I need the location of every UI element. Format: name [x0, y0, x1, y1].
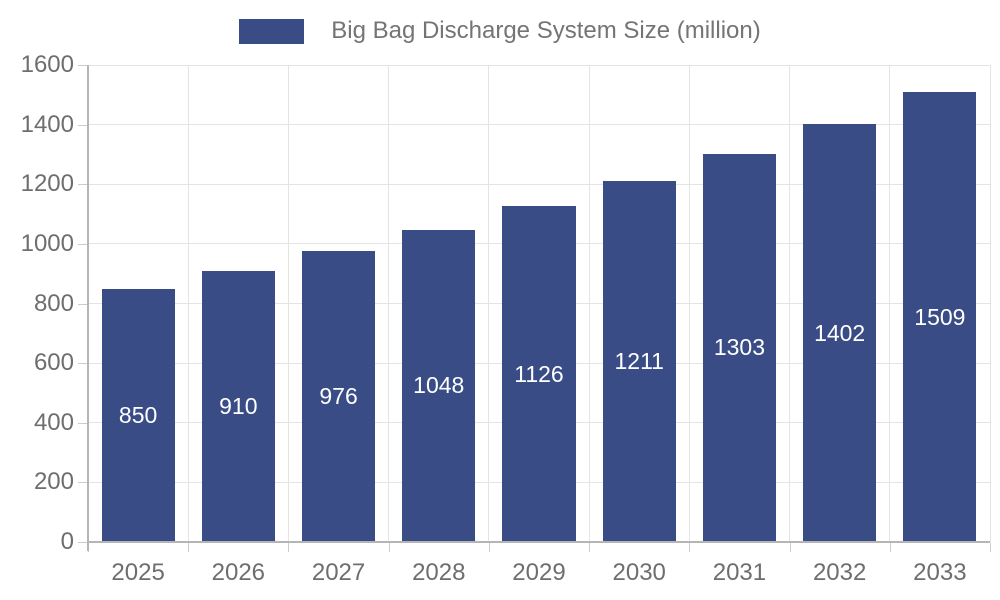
x-axis-tick: [889, 543, 891, 552]
v-gridline: [789, 65, 791, 542]
x-axis-tick: [689, 543, 691, 552]
y-axis-tick: [78, 363, 88, 365]
bar-value-label: 1402: [814, 319, 866, 346]
x-axis-tick: [488, 543, 490, 552]
y-axis-tick-label: 200: [33, 468, 74, 496]
y-axis-tick-label: 1400: [20, 110, 74, 138]
x-axis-tick: [789, 543, 791, 552]
v-gridline: [287, 65, 289, 542]
x-axis-tick: [288, 543, 290, 552]
bar-2032[interactable]: 1402: [803, 124, 877, 542]
bar-2026[interactable]: 910: [201, 270, 275, 542]
bar-2029[interactable]: 1126: [502, 206, 576, 542]
y-axis-tick-label: 1600: [20, 51, 74, 78]
bar-2030[interactable]: 1211: [602, 180, 676, 542]
y-axis-tick-label: 600: [33, 349, 74, 377]
x-axis-tick-label: 2026: [211, 559, 266, 586]
h-gridline: [88, 64, 990, 66]
v-gridline: [588, 65, 590, 542]
bar-value-label: 1126: [514, 360, 564, 387]
y-axis-tick: [78, 124, 88, 126]
h-gridline: [88, 124, 990, 126]
x-axis-tick-label: 2031: [712, 559, 767, 586]
v-gridline: [488, 65, 490, 542]
legend-swatch-icon: [239, 18, 305, 44]
x-axis-tick-label: 2032: [812, 559, 867, 586]
bar-value-label: 910: [219, 392, 258, 419]
y-axis-tick-label: 0: [60, 528, 74, 555]
bar-value-label: 976: [319, 383, 358, 410]
bar-2025[interactable]: 850: [101, 288, 175, 542]
y-axis-tick: [78, 542, 88, 543]
bar-value-label: 850: [118, 401, 158, 428]
bar-2031[interactable]: 1303: [702, 153, 777, 542]
x-axis-tick-label: 2033: [913, 559, 967, 586]
v-gridline: [889, 65, 891, 542]
y-axis-tick: [78, 303, 88, 305]
bar-2028[interactable]: 1048: [402, 229, 476, 542]
bar-value-label: 1048: [413, 372, 465, 399]
x-axis-tick-label: 2030: [612, 559, 666, 586]
x-axis-tick: [990, 543, 991, 552]
bar-value-label: 1303: [713, 334, 766, 361]
x-axis-tick-label: 2028: [412, 559, 466, 586]
y-axis-tick-label: 1200: [20, 170, 74, 198]
y-axis-tick: [78, 482, 88, 484]
x-axis-tick-label: 2027: [311, 559, 366, 586]
x-axis-tick: [388, 543, 390, 552]
x-axis-tick-label: 2029: [512, 559, 566, 586]
v-gridline: [989, 65, 991, 542]
y-axis-tick: [78, 422, 88, 424]
x-axis-line: [87, 541, 990, 543]
y-axis-tick: [78, 65, 88, 66]
legend[interactable]: Big Bag Discharge System Size (million): [0, 12, 1000, 50]
h-gridline: [88, 183, 990, 185]
x-axis-tick: [188, 543, 190, 552]
v-gridline: [187, 65, 189, 542]
y-axis-tick-label: 800: [33, 289, 74, 317]
v-gridline: [388, 65, 390, 542]
y-axis-tick: [78, 243, 88, 245]
y-axis-tick-label: 400: [33, 408, 74, 436]
bar-value-label: 1211: [614, 347, 664, 374]
x-axis-tick: [589, 543, 591, 552]
x-axis-tick-label: 2025: [111, 559, 165, 586]
bar-2027[interactable]: 976: [301, 251, 376, 542]
bar-value-label: 1509: [914, 303, 966, 330]
y-axis-tick-label: 1000: [20, 229, 74, 257]
y-axis-line: [87, 65, 89, 551]
legend-label: Big Bag Discharge System Size (million): [331, 17, 761, 44]
v-gridline: [688, 65, 690, 542]
bar-2033[interactable]: 1509: [903, 92, 977, 542]
y-axis-tick: [78, 184, 88, 186]
plot-area: 850 910 976 1048 1126 1211 1303 1402 1509: [88, 64, 991, 542]
